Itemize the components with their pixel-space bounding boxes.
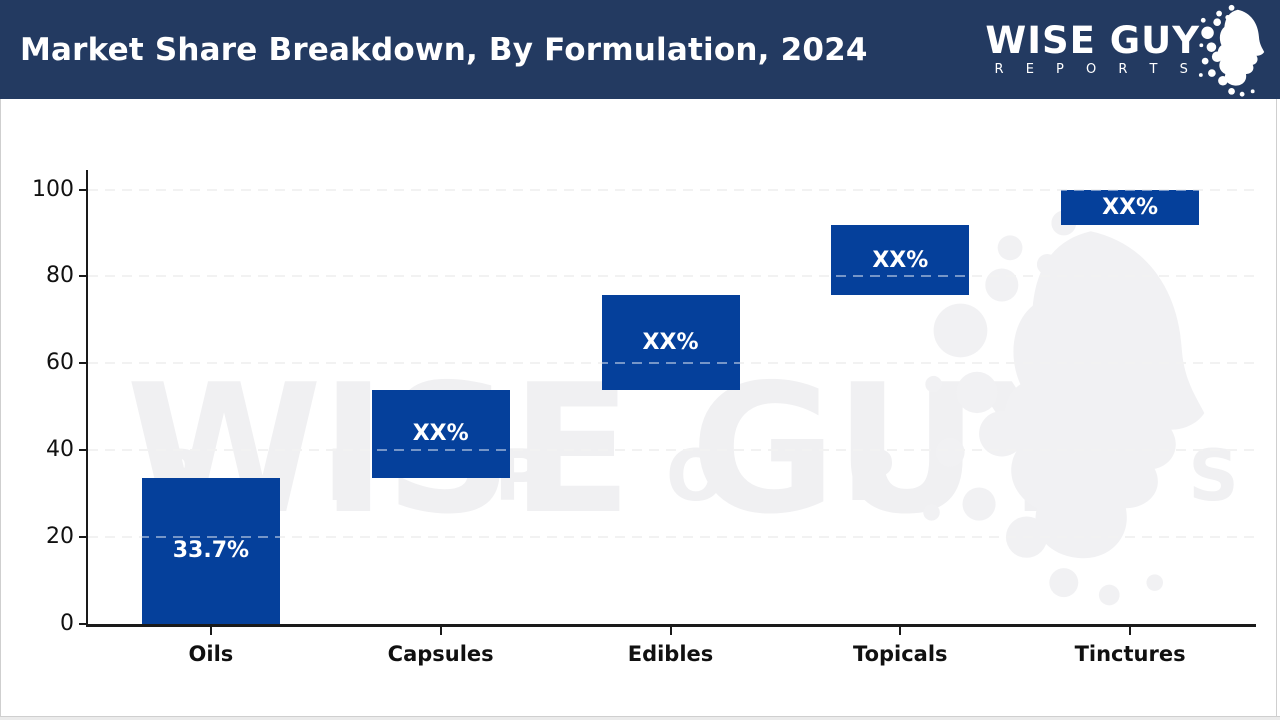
x-tick-topicals [899, 627, 902, 635]
chart-bar-oils: 33.7% [141, 477, 280, 624]
x-tick-oils [209, 627, 212, 635]
logo-face-icon [1198, 4, 1265, 97]
y-tick-40 [79, 449, 86, 452]
y-tick-label-40: 40 [46, 437, 74, 463]
y-tick-label-20: 20 [46, 524, 74, 550]
logo-subtitle: R E P O R T S [994, 61, 1197, 77]
logo-wordmark: WISE GUY [985, 18, 1200, 62]
page-title: Market Share Breakdown, By Formulation, … [20, 31, 868, 68]
y-tick-80 [79, 275, 86, 278]
y-tick-60 [79, 362, 86, 365]
frame-border-bottom-fill [0, 717, 1280, 720]
gridline-100 [88, 188, 1256, 191]
gridline-over-60 [88, 362, 1256, 365]
chart-plot-area: 0 20 40 60 80 100 33.7% Oils XX% Capsules XX% Edibl… [32, 170, 1256, 666]
chart-bar-topicals: XX% [831, 225, 970, 296]
gridline-80 [88, 275, 1256, 278]
category-label-oils: Oils [188, 642, 234, 666]
header-band: Market Share Breakdown, By Formulation, … [0, 0, 1280, 99]
frame-border-right [1276, 99, 1277, 716]
chart-bar-capsules: XX% [371, 390, 510, 478]
x-axis-line [86, 624, 1256, 627]
y-tick-100 [79, 188, 86, 191]
gridline-20 [88, 536, 1256, 539]
y-axis-line [86, 170, 88, 626]
gridline-over-80 [88, 275, 1256, 278]
y-tick-20 [79, 536, 86, 539]
category-label-topicals: Topicals [853, 642, 948, 666]
category-label-edibles: Edibles [627, 642, 714, 666]
x-tick-tinctures [1129, 627, 1132, 635]
y-tick-0 [79, 623, 86, 625]
gridline-over-100 [88, 188, 1256, 191]
x-tick-capsules [439, 627, 442, 635]
y-tick-label-60: 60 [46, 350, 74, 376]
gridline-over-20 [88, 536, 1256, 539]
y-tick-label-100: 100 [32, 176, 74, 202]
category-label-capsules: Capsules [387, 642, 494, 666]
gridline-over-40 [88, 449, 1256, 452]
logo-text: WISE GUY R E P O R T S [985, 18, 1200, 78]
bar-value-label-edibles: XX% [642, 330, 699, 356]
chart-bar-edibles: XX% [601, 295, 740, 391]
x-tick-edibles [669, 627, 672, 635]
bar-value-label-topicals: XX% [872, 247, 929, 273]
y-tick-label-0: 0 [60, 611, 74, 636]
frame-border-bottom [0, 716, 1280, 717]
bar-value-label-tinctures: XX% [1102, 194, 1159, 220]
gridline-40 [88, 449, 1256, 452]
category-label-tinctures: Tinctures [1074, 642, 1186, 666]
wise-guy-reports-logo: WISE GUY R E P O R T S [985, 0, 1272, 99]
bar-value-label-capsules: XX% [412, 421, 469, 447]
chart-bar-tinctures: XX% [1061, 189, 1200, 226]
frame-border-left [0, 99, 1, 716]
y-tick-label-80: 80 [46, 263, 74, 289]
bar-value-label-oils: 33.7% [172, 538, 250, 564]
